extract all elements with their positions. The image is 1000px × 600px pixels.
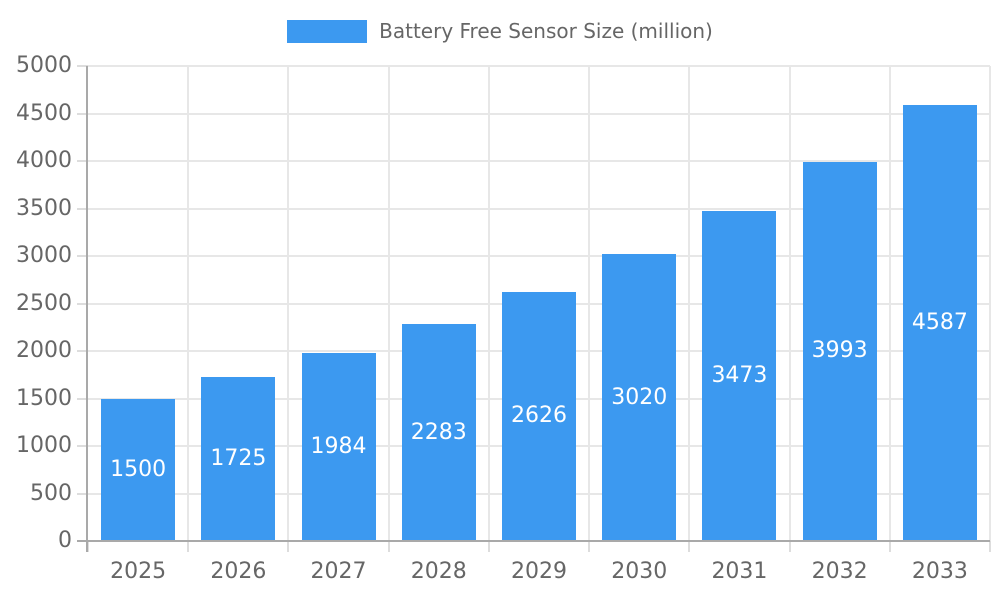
y-tick xyxy=(77,207,88,210)
y-gridline xyxy=(88,255,990,257)
bar xyxy=(602,254,677,541)
x-tick xyxy=(87,541,89,552)
bar xyxy=(902,105,977,541)
bar-value-label: 1500 xyxy=(110,456,167,482)
y-tick xyxy=(77,350,88,352)
x-axis-label: 2031 xyxy=(711,559,768,584)
x-gridline xyxy=(688,66,691,541)
x-tick xyxy=(387,541,390,552)
x-axis-label: 2030 xyxy=(611,559,668,584)
x-tick xyxy=(588,541,591,552)
y-tick xyxy=(77,65,88,67)
bar xyxy=(802,161,877,541)
x-axis-label: 2032 xyxy=(811,559,868,584)
x-tick xyxy=(888,541,891,552)
y-axis-label: 5000 xyxy=(16,53,72,78)
y-axis-label: 2000 xyxy=(16,338,72,363)
x-axis-label: 2025 xyxy=(110,559,167,584)
bar xyxy=(502,291,576,541)
x-axis-label: 2026 xyxy=(210,559,267,584)
y-tick xyxy=(77,255,88,257)
y-gridline xyxy=(88,112,990,115)
x-tick xyxy=(287,541,290,552)
x-gridline xyxy=(989,66,991,541)
x-tick xyxy=(989,541,991,552)
y-axis-label: 500 xyxy=(30,480,72,506)
y-tick xyxy=(77,397,88,400)
x-tick xyxy=(688,541,691,552)
y-axis-label: 1500 xyxy=(16,385,72,411)
bar xyxy=(401,324,476,541)
x-tick xyxy=(187,541,190,552)
bar-value-label: 1984 xyxy=(310,433,367,459)
bar xyxy=(301,352,376,541)
y-gridline xyxy=(88,207,990,210)
x-axis-label: 2033 xyxy=(911,559,968,584)
y-tick xyxy=(77,160,88,162)
y-axis-label: 0 xyxy=(58,528,72,553)
x-axis-label: 2027 xyxy=(310,559,367,584)
x-gridline xyxy=(788,66,791,541)
x-gridline xyxy=(487,66,490,541)
y-tick xyxy=(77,492,88,495)
y-axis-label: 4000 xyxy=(16,148,72,173)
x-gridline xyxy=(888,66,891,541)
bar xyxy=(101,398,176,541)
bar-value-label: 4587 xyxy=(911,310,968,336)
y-axis-label: 3000 xyxy=(16,243,72,268)
x-axis-label: 2028 xyxy=(410,559,467,584)
y-axis-line xyxy=(86,66,88,552)
x-axis-line xyxy=(77,540,990,542)
y-tick xyxy=(77,112,88,115)
y-axis-label: 2500 xyxy=(16,290,72,316)
bar-value-label: 3473 xyxy=(711,363,768,389)
x-tick xyxy=(487,541,490,552)
y-axis-label: 4500 xyxy=(16,100,72,126)
x-gridline xyxy=(588,66,591,541)
x-gridline xyxy=(187,66,190,541)
x-gridline xyxy=(387,66,390,541)
bar xyxy=(702,211,777,541)
bar xyxy=(201,377,276,541)
bar-value-label: 3020 xyxy=(611,384,668,410)
y-gridline xyxy=(88,65,990,67)
y-axis-label: 1000 xyxy=(16,433,72,458)
y-tick xyxy=(77,445,88,447)
chart-legend[interactable]: Battery Free Sensor Size (million) xyxy=(0,19,1000,43)
legend-swatch xyxy=(287,19,368,43)
bar-value-label: 1725 xyxy=(210,446,267,472)
bar-value-label: 2626 xyxy=(511,403,567,429)
y-gridline xyxy=(88,160,990,162)
bar-value-label: 2283 xyxy=(410,419,467,445)
y-tick xyxy=(77,302,88,305)
x-gridline xyxy=(287,66,290,541)
legend-label: Battery Free Sensor Size (million) xyxy=(379,19,713,43)
bar-value-label: 3993 xyxy=(811,338,868,364)
x-axis-label: 2029 xyxy=(511,559,567,584)
y-axis-label: 3500 xyxy=(16,195,72,221)
x-tick xyxy=(788,541,791,552)
